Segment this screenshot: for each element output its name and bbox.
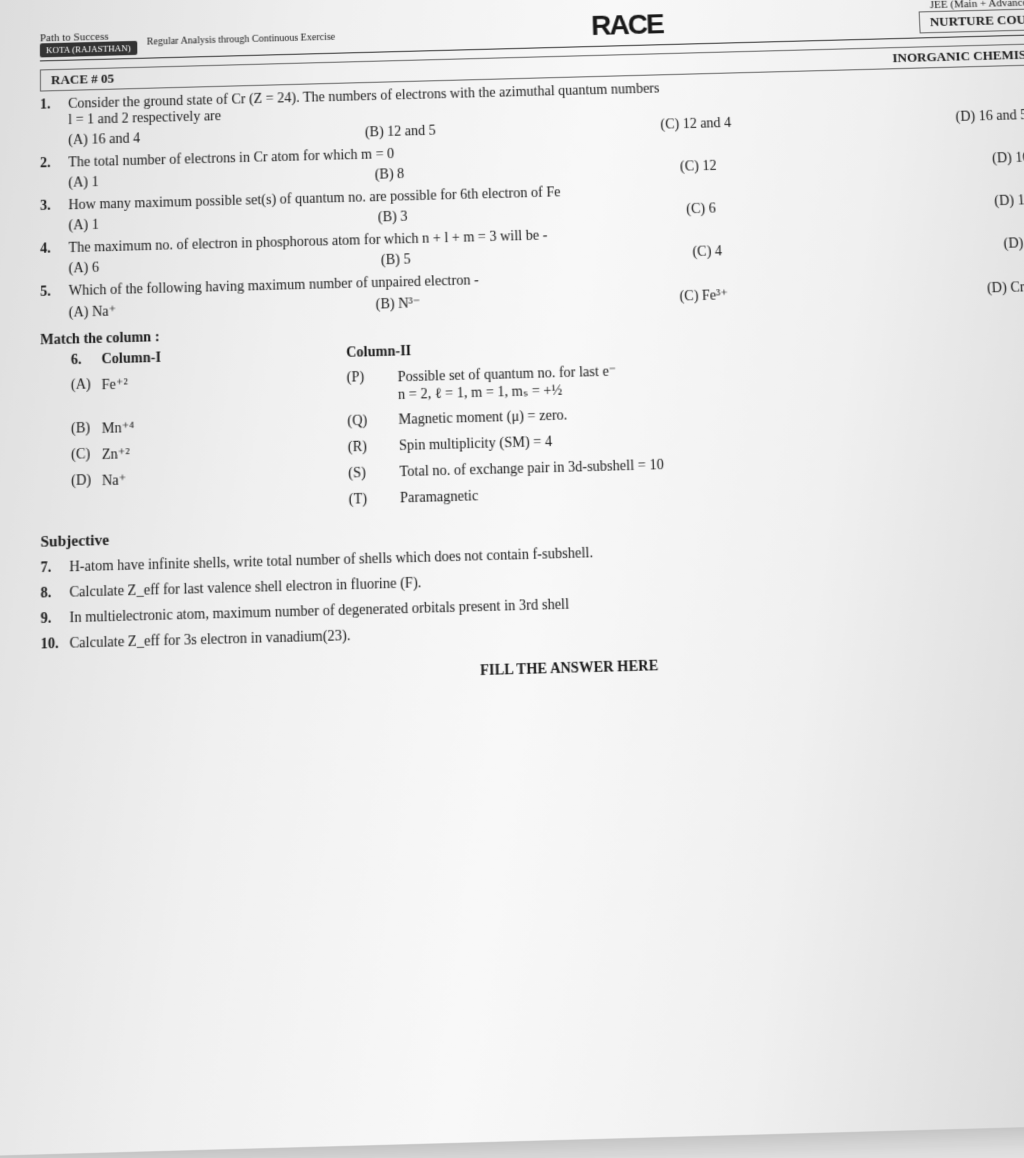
q2-opt-c: (C) 12: [680, 159, 717, 176]
match-b-r1: (Q): [347, 413, 398, 432]
q9-num: 9.: [41, 610, 70, 628]
race-no: RACE # 05: [51, 71, 114, 88]
match-d-r1: (S): [348, 465, 400, 484]
q5-opt-c: (C) Fe³⁺: [679, 287, 728, 306]
q5-opt-d: (D) Cr³⁺: [987, 279, 1024, 298]
q5-opt-b: (B) N³⁻: [375, 295, 420, 314]
q1-opt-a: (A) 16 and 4: [68, 131, 140, 149]
q10-num: 10.: [41, 636, 70, 654]
q4-opt-d: (D) 3: [1003, 236, 1024, 253]
match-num: 6.: [40, 352, 101, 370]
q2-opt-d: (D) 16: [992, 150, 1024, 167]
match-b-l2: Mn⁺⁴: [102, 414, 348, 438]
q5-num: 5.: [40, 284, 69, 323]
q8-num: 8.: [40, 585, 69, 603]
header-left: Path to Success KOTA (RAJASTHAN) Regular…: [40, 25, 335, 57]
match-d-l1: (D): [40, 473, 102, 492]
q2-opt-b: (B) 8: [375, 167, 405, 184]
logo-block: RACE: [591, 8, 663, 42]
q3-opt-b: (B) 3: [378, 209, 408, 226]
q1-num: 1.: [40, 97, 68, 150]
q7-stem: H-atom have infinite shells, write total…: [69, 546, 593, 577]
q4-num: 4.: [40, 241, 68, 279]
q1-opt-b: (B) 12 and 5: [365, 124, 436, 142]
subject-label: INORGANIC CHEMISTRY: [892, 46, 1024, 66]
q10-stem: Calculate Z_eff for 3s electron in vanad…: [70, 628, 351, 653]
q1-opt-d: (D) 16 and 5: [955, 108, 1024, 126]
q4-opt-a: (A) 6: [69, 261, 99, 278]
q3-opt-c: (C) 6: [686, 201, 716, 218]
q7-num: 7.: [40, 560, 69, 578]
q2-opt-a: (A) 1: [68, 175, 98, 192]
q1-opt-c: (C) 12 and 4: [660, 116, 731, 134]
match-c-l1: (C): [40, 446, 102, 465]
match-b-l1: (B): [40, 420, 101, 439]
match-t-r1: (T): [349, 491, 401, 509]
q4-opt-b: (B) 5: [381, 252, 411, 269]
match-c-r1: (R): [348, 439, 400, 458]
q8-stem: Calculate Z_eff for last valence shell e…: [69, 576, 421, 602]
kota-badge: KOTA (RAJASTHAN): [40, 41, 137, 58]
header-right: JEE (Main + Advanced) 2024 NURTURE COURS…: [918, 0, 1024, 33]
q2-num: 2.: [40, 155, 68, 192]
match-a-l1: (A): [40, 377, 101, 414]
match-a-r1: (P): [347, 369, 399, 406]
q3-opt-d: (D) 10: [994, 193, 1024, 210]
q5-opt-a: (A) Na⁺: [69, 303, 117, 322]
match-c-l2: Zn⁺²: [102, 440, 348, 464]
course-box: NURTURE COURSE: [918, 8, 1024, 34]
footer-text: FILL THE ANSWER HERE: [41, 647, 1024, 693]
exam-page: Path to Success KOTA (RAJASTHAN) Regular…: [0, 0, 1024, 1158]
q3-opt-a: (A) 1: [68, 218, 98, 235]
q3-num: 3.: [40, 198, 68, 235]
q4-opt-c: (C) 4: [692, 244, 722, 261]
match-h1: Column-I: [101, 346, 346, 369]
match-h2: Column-II: [346, 344, 411, 362]
q9-stem: In multielectronic atom, maximum number …: [69, 597, 569, 627]
match-d-l2: Na⁺: [102, 466, 348, 490]
race-logo: RACE: [591, 8, 663, 42]
match-a-l2: Fe⁺²: [102, 370, 348, 412]
slogan-text: Regular Analysis through Continuous Exer…: [147, 31, 335, 47]
